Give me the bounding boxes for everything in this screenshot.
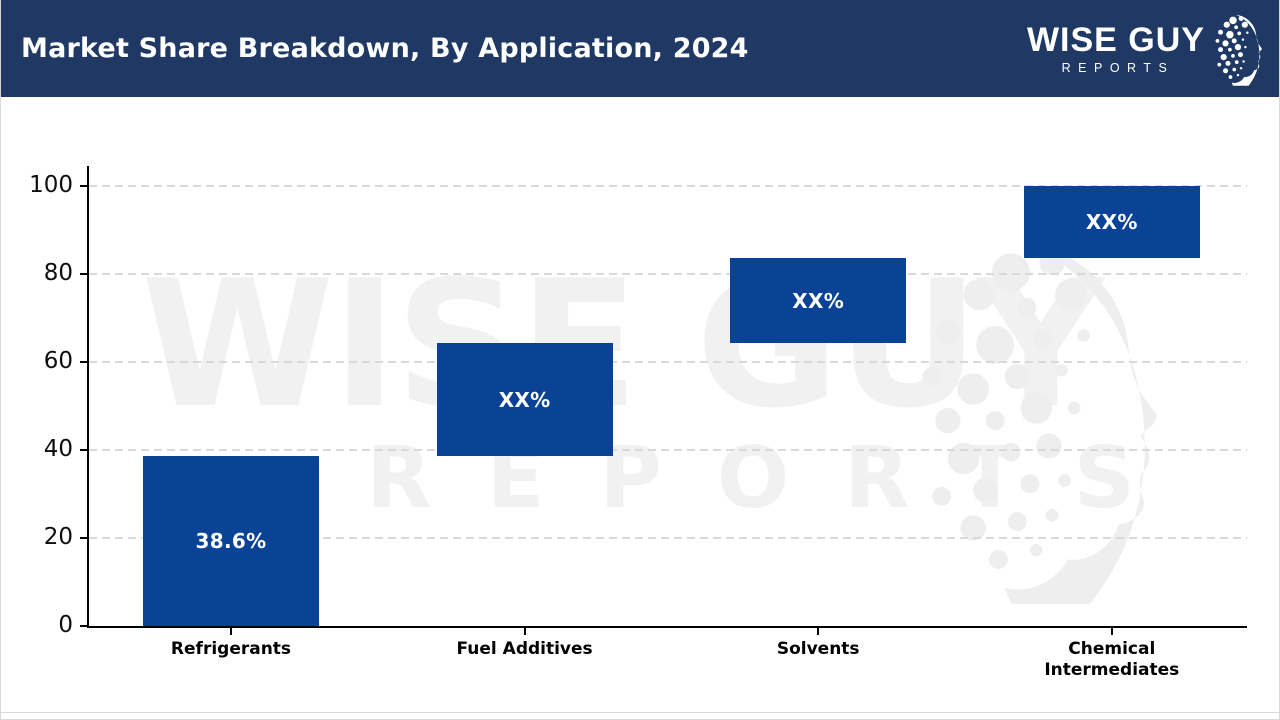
category-label-2: Solvents [776, 639, 860, 659]
y-tick-label-80: 80 [43, 260, 73, 286]
x-axis-line [87, 626, 1247, 628]
bar-fuel-additives: XX% [436, 343, 613, 457]
gridline-100 [89, 185, 1247, 187]
category-label-3: Chemical Intermediates [1044, 639, 1180, 681]
y-axis-line [87, 166, 89, 627]
x-tick-0 [230, 628, 232, 635]
header-bar: Market Share Breakdown, By Application, … [1, 0, 1279, 97]
gridline-20 [89, 537, 1247, 539]
gridline-80 [89, 273, 1247, 275]
y-tick-100 [80, 185, 88, 187]
logo-subtitle: REPORTS [1061, 60, 1175, 75]
y-tick-20 [80, 537, 88, 539]
x-tick-1 [523, 628, 526, 635]
y-tick-60 [80, 361, 88, 363]
bar-refrigerants: 38.6% [143, 456, 319, 626]
logo-head-icon [1215, 14, 1262, 86]
y-tick-label-0: 0 [58, 612, 73, 638]
gridline-60 [89, 361, 1247, 363]
gridline-40 [89, 449, 1247, 451]
page-title: Market Share Breakdown, By Application, … [21, 33, 749, 64]
category-label-1: Fuel Additives [456, 639, 593, 659]
y-tick-0 [80, 625, 88, 627]
bar-solvents: XX% [730, 258, 907, 344]
y-tick-label-60: 60 [43, 348, 73, 374]
plot-area: 38.6% XX% XX% XX% 0 20 40 60 80 100 Refrigerants F… [1, 97, 1279, 720]
bar-value-label: XX% [792, 288, 845, 313]
wiseguy-logo: WISE GUY REPORTS [1027, 11, 1265, 87]
x-tick-3 [1110, 628, 1113, 635]
y-tick-80 [80, 273, 88, 275]
bar-chemical-intermediates: XX% [1023, 186, 1200, 259]
bar-value-label: 38.6% [195, 529, 267, 554]
bar-value-label: XX% [1085, 210, 1138, 235]
bar-value-label: XX% [498, 387, 551, 412]
y-tick-40 [80, 449, 88, 451]
x-tick-2 [817, 628, 820, 635]
category-label-0: Refrigerants [170, 639, 292, 659]
logo-text: WISE GUY REPORTS [1027, 23, 1205, 75]
y-tick-label-100: 100 [29, 172, 73, 198]
footer-divider-line [1, 712, 1279, 713]
y-tick-label-20: 20 [43, 524, 73, 550]
logo-wordmark: WISE GUY [1026, 20, 1205, 59]
y-tick-label-40: 40 [43, 436, 73, 462]
watermark-wordmark: WISE GUY [141, 244, 1104, 447]
